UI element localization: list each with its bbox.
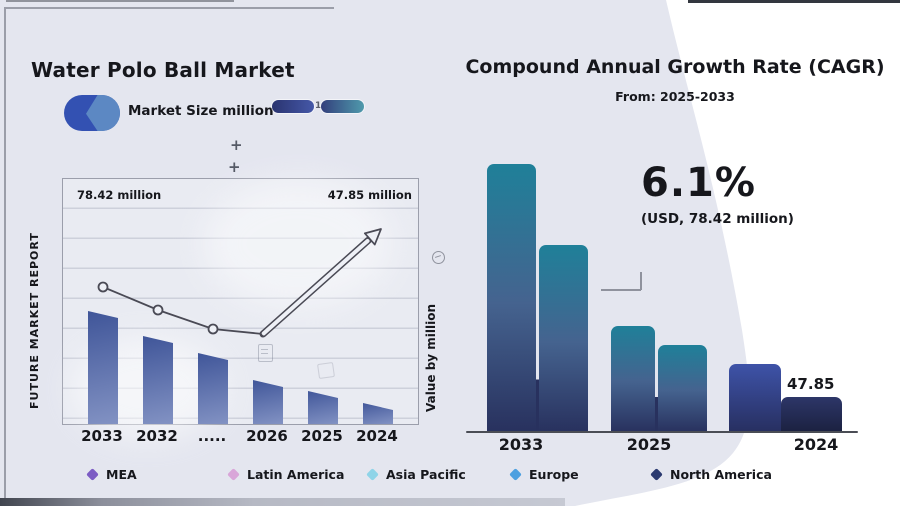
legend-label: Europe [529, 467, 579, 482]
x-axis-label-2025: 2025 [301, 427, 343, 445]
cagr-bar-group-2025 [611, 326, 707, 432]
top-right-dark-edge [688, 0, 900, 3]
x-axis-label-2024: 2024 [356, 427, 398, 445]
legend-item-asia-pacific: Asia Pacific [366, 467, 466, 482]
legend-label: Asia Pacific [386, 467, 466, 482]
frame-left-edge [4, 7, 6, 499]
corner-bracket-line [601, 289, 641, 291]
cagr-bar-group-2033 [487, 164, 588, 432]
cagr-subtitle: From: 2025-2033 [615, 89, 735, 104]
trend-line-and-arrow [97, 228, 382, 338]
legend-label: MEA [106, 467, 137, 482]
right-x-axis-label-2025: 2025 [626, 435, 672, 454]
legend-diamond-icon [650, 468, 663, 481]
legend-item-mea: MEA [86, 467, 137, 482]
x-axis-label-2026: 2026 [246, 427, 288, 445]
right-x-axis-label-2033: 2033 [498, 435, 544, 454]
gradient-pill-left [272, 100, 314, 113]
cagr-bar-2033-2 [539, 245, 588, 432]
cagr-bar-2033-1 [487, 164, 536, 432]
market-size-bar-chart: 78.42 million 47.85 million [62, 178, 419, 439]
frame-top-edge [4, 7, 334, 9]
cagr-bar-2025-1 [611, 326, 655, 432]
market-size-bar-2024 [363, 403, 393, 424]
trend-marker [97, 281, 109, 293]
bar-value-annotation: 47.85 [787, 375, 835, 393]
bar-gap [536, 245, 539, 432]
trend-marker [207, 323, 219, 335]
legend-diamond-icon [227, 468, 240, 481]
trend-arrow-head [363, 228, 382, 246]
cagr-bar-2024-2 [781, 397, 842, 432]
x-axis-label-2032: 2032 [136, 427, 178, 445]
pill-separator: 1 [315, 101, 322, 111]
cagr-detail: (USD, 78.42 million) [641, 211, 794, 227]
right-x-axis-label-2024: 2024 [793, 435, 839, 454]
gradient-pill-right [321, 100, 364, 113]
watermark-document-icon [317, 361, 335, 380]
future-market-report-axis-label: FUTURE MARKET REPORT [28, 232, 41, 410]
legend-label: Latin America [247, 467, 345, 482]
legend-item-latin-america: Latin America [227, 467, 345, 482]
minus-circle-icon [432, 251, 445, 264]
x-axis-label-2033: 2033 [81, 427, 123, 445]
plus-decor-icon: + [228, 158, 241, 176]
bottom-dark-edge [0, 498, 565, 506]
legend-diamond-icon [86, 468, 99, 481]
cagr-bar-2024-1 [729, 364, 781, 432]
market-size-bar-2026 [253, 380, 283, 424]
plus-decor-icon: + [230, 136, 243, 154]
region-legend: MEA Latin America Asia Pacific Europe North … [0, 464, 900, 488]
bar-gap [655, 345, 658, 432]
legend-item-europe: Europe [509, 467, 579, 482]
cylinder-cap [86, 95, 120, 131]
value-annotation-2033: 78.42 million [77, 188, 162, 202]
market-size-cylinder-icon [64, 95, 120, 131]
cagr-bar-2025-2 [658, 345, 707, 432]
cagr-value: 6.1% [641, 160, 756, 206]
watermark-document-icon [258, 344, 273, 362]
value-by-million-axis-label: Value by million [424, 303, 438, 413]
corner-bracket-line [640, 272, 642, 290]
legend-diamond-icon [509, 468, 522, 481]
page-title: Water Polo Ball Market [31, 58, 295, 82]
trend-marker [152, 304, 164, 316]
value-annotation-2024: 47.85 million [327, 188, 412, 202]
legend-label: North America [670, 467, 772, 482]
top-left-dark-edge [6, 0, 234, 2]
right-chart-x-axis [466, 431, 858, 433]
cagr-title: Compound Annual Growth Rate (CAGR) [465, 56, 885, 78]
market-size-legend-label: Market Size million [128, 103, 274, 119]
legend-diamond-icon [366, 468, 379, 481]
legend-item-north-america: North America [650, 467, 772, 482]
left-chart-x-axis-labels: 2033 2032..... 2026 2025 2024 [62, 427, 417, 445]
x-axis-label-.....: ..... [197, 427, 227, 445]
